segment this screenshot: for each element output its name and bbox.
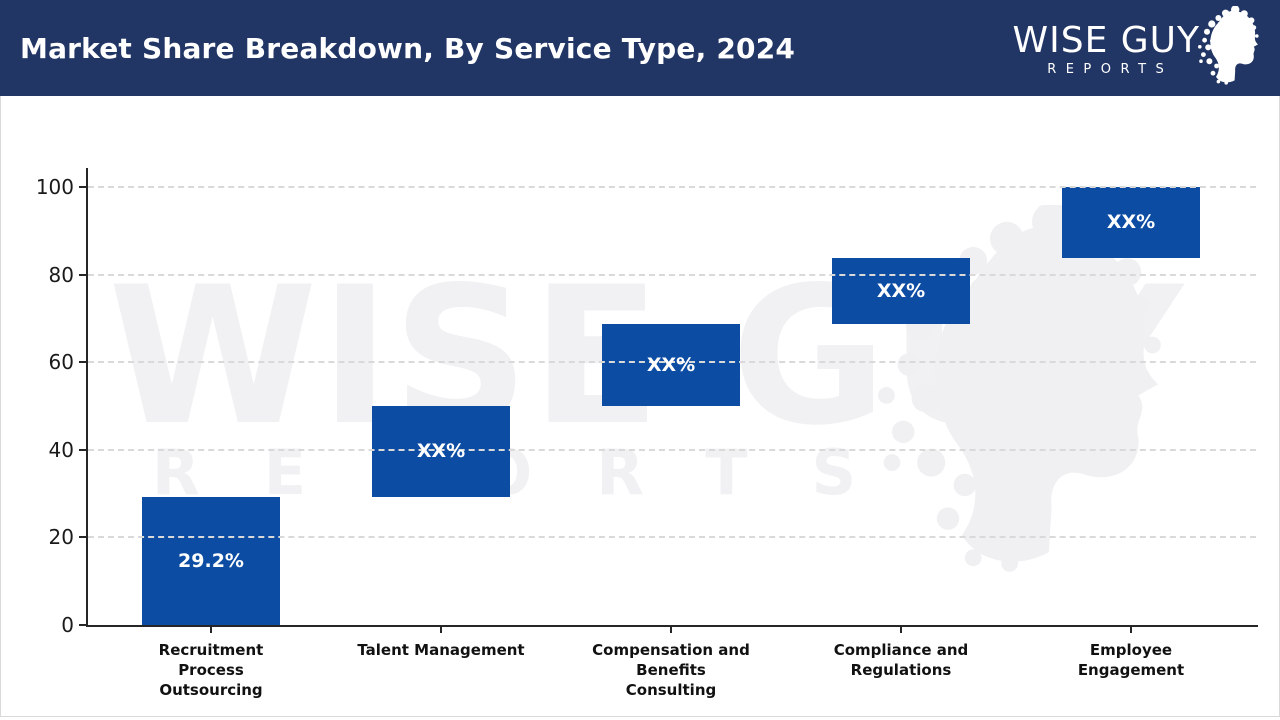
category-label-compensation-and-benefits-consulting: Compensation and Benefits Consulting — [592, 641, 750, 699]
category-label-recruitment-process-outsourcing: Recruitment Process Outsourcing — [158, 641, 264, 699]
x-axis-line — [86, 625, 1258, 627]
y-tick-0 — [79, 624, 88, 626]
category-label-talent-management: Talent Management — [357, 641, 525, 659]
category-label-compliance-and-regulations: Compliance and Regulations — [833, 641, 969, 679]
brand-name: WISE GUY — [1012, 19, 1200, 61]
y-tick-80 — [79, 273, 88, 276]
bar-compensation-and-benefits-consulting — [602, 323, 740, 406]
bar-value-label-talent-management: XX% — [416, 440, 466, 463]
page-title: Market Share Breakdown, By Service Type,… — [20, 31, 796, 65]
brand-logo-text: WISE GUY REPORTS — [1013, 20, 1201, 77]
y-tick-label-60: 60 — [48, 350, 74, 375]
gridline-60 — [88, 361, 1256, 364]
bar-value-label-compensation-and-benefits-consulting: XX% — [646, 353, 696, 376]
bar-compliance-and-regulations — [832, 257, 970, 324]
y-tick-label-80: 80 — [48, 262, 74, 287]
y-tick-60 — [79, 361, 88, 364]
x-tick-compensation-and-benefits-consulting — [670, 627, 672, 633]
bar-employee-engagement — [1062, 187, 1200, 258]
gridline-100 — [88, 186, 1256, 188]
y-tick-100 — [79, 186, 88, 188]
y-tick-label-0: 0 — [61, 613, 74, 637]
bar-value-label-employee-engagement: XX% — [1106, 211, 1156, 234]
y-axis-line — [86, 168, 88, 627]
brand-tagline: REPORTS — [1047, 61, 1174, 77]
gridline-40 — [88, 448, 1256, 451]
dotted-head-icon — [1198, 6, 1259, 85]
x-tick-recruitment-process-outsourcing — [210, 627, 212, 633]
x-tick-employee-engagement — [1130, 627, 1132, 633]
y-tick-20 — [79, 536, 88, 539]
category-label-employee-engagement: Employee Engagement — [1077, 641, 1185, 679]
y-tick-label-20: 20 — [48, 525, 74, 550]
bar-talent-management — [372, 405, 510, 498]
bar-recruitment-process-outsourcing — [142, 497, 280, 625]
y-tick-label-40: 40 — [48, 437, 74, 462]
bar-value-label-compliance-and-regulations: XX% — [876, 279, 926, 302]
header-bar: Market Share Breakdown, By Service Type,… — [0, 0, 1280, 96]
gridline-80 — [88, 273, 1256, 276]
x-tick-compliance-and-regulations — [900, 627, 902, 633]
gridline-20 — [88, 536, 1256, 539]
y-tick-label-100: 100 — [35, 175, 74, 199]
brand-logo: WISE GUY REPORTS — [1013, 6, 1271, 90]
x-tick-talent-management — [440, 627, 442, 633]
bar-value-label-recruitment-process-outsourcing: 29.2% — [178, 550, 244, 573]
y-tick-40 — [79, 448, 88, 451]
